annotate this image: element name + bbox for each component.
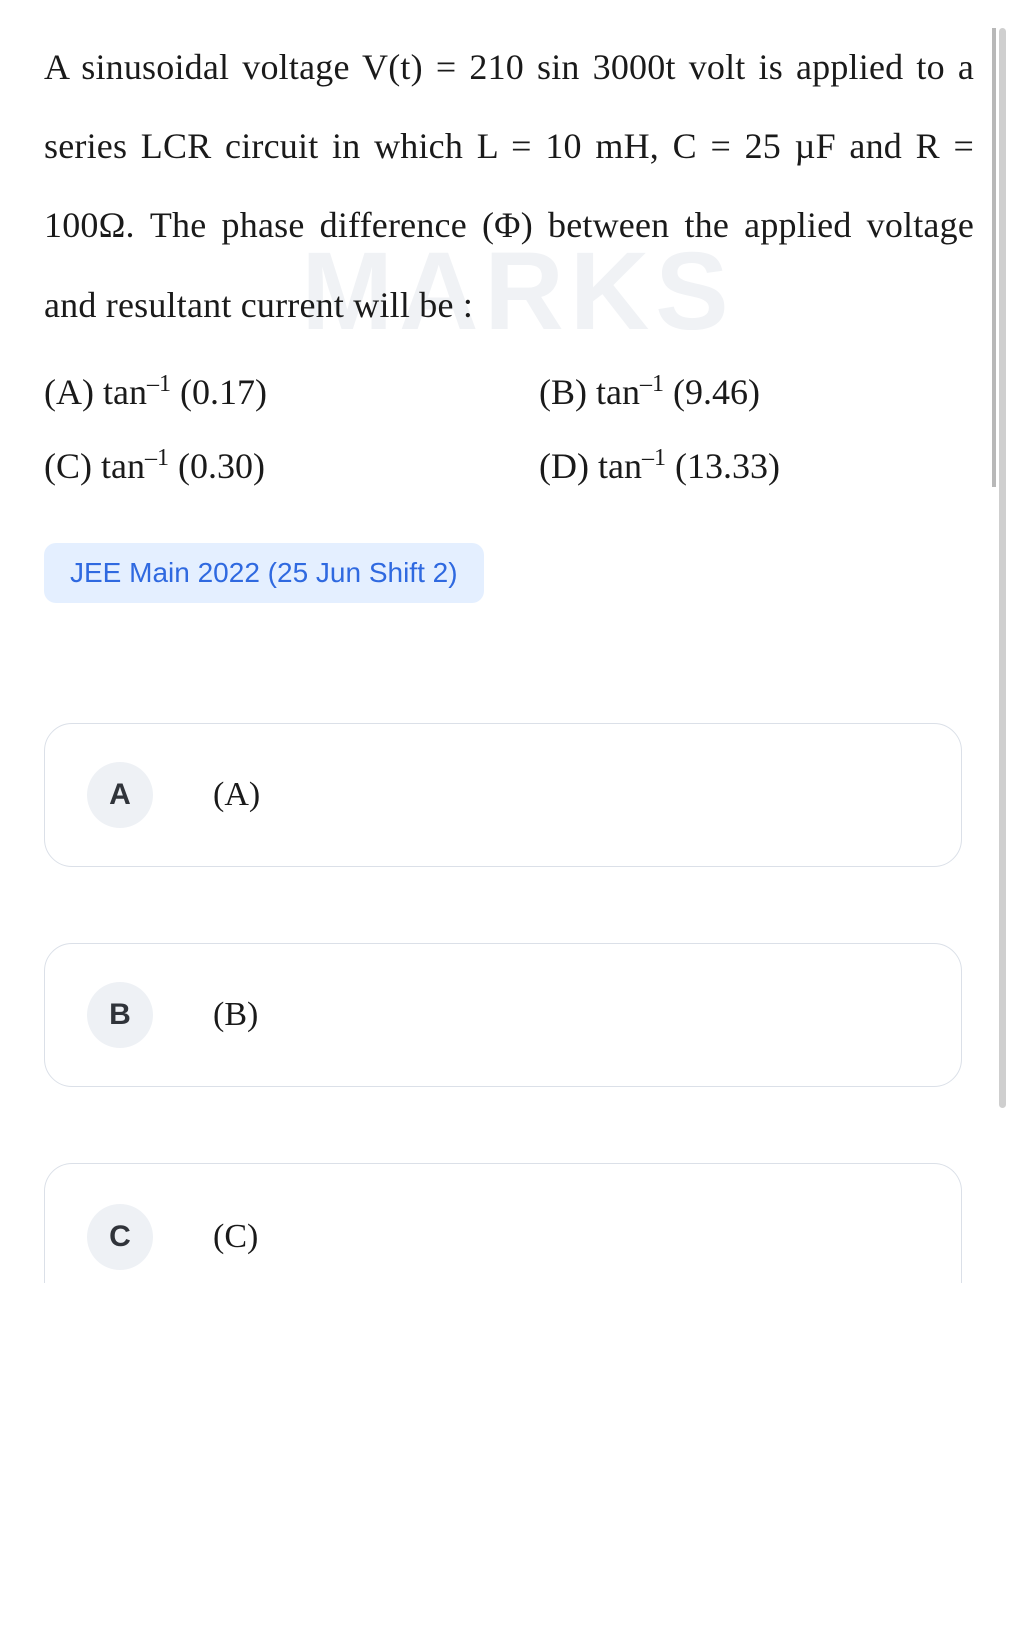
option-b-prefix: (B) tan <box>539 372 640 412</box>
option-b: (B) tan–1 (9.46) <box>539 371 974 413</box>
answer-choices: A (A) B (B) C (C) <box>44 723 988 1283</box>
option-c-arg: (0.30) <box>169 446 265 486</box>
answer-label-a: (A) <box>213 776 260 814</box>
question-block: MARKS A sinusoidal voltage V(t) = 210 si… <box>44 28 996 487</box>
answer-chip-c: C <box>87 1204 153 1270</box>
option-d: (D) tan–1 (13.33) <box>539 445 974 487</box>
option-c-prefix: (C) tan <box>44 446 145 486</box>
answer-chip-b: B <box>87 982 153 1048</box>
exam-tag: JEE Main 2022 (25 Jun Shift 2) <box>44 543 484 603</box>
answer-card-b[interactable]: B (B) <box>44 943 962 1087</box>
answer-chip-a: A <box>87 762 153 828</box>
exam-tag-row: JEE Main 2022 (25 Jun Shift 2) <box>44 543 988 603</box>
option-a-prefix: (A) tan <box>44 372 147 412</box>
scrollbar-track <box>999 28 1006 1108</box>
question-text: A sinusoidal voltage V(t) = 210 sin 3000… <box>44 28 974 345</box>
option-b-exp: –1 <box>640 371 664 397</box>
option-d-arg: (13.33) <box>666 446 780 486</box>
option-d-prefix: (D) tan <box>539 446 642 486</box>
answer-label-b: (B) <box>213 996 258 1034</box>
option-a-arg: (0.17) <box>171 372 267 412</box>
answer-card-a[interactable]: A (A) <box>44 723 962 867</box>
option-c-exp: –1 <box>145 445 169 471</box>
option-a-exp: –1 <box>147 371 171 397</box>
option-b-arg: (9.46) <box>664 372 760 412</box>
option-a: (A) tan–1 (0.17) <box>44 371 479 413</box>
option-c: (C) tan–1 (0.30) <box>44 445 479 487</box>
question-options: (A) tan–1 (0.17) (B) tan–1 (9.46) (C) ta… <box>44 371 974 487</box>
answer-card-c[interactable]: C (C) <box>44 1163 962 1283</box>
answer-label-c: (C) <box>213 1218 258 1256</box>
option-d-exp: –1 <box>642 445 666 471</box>
